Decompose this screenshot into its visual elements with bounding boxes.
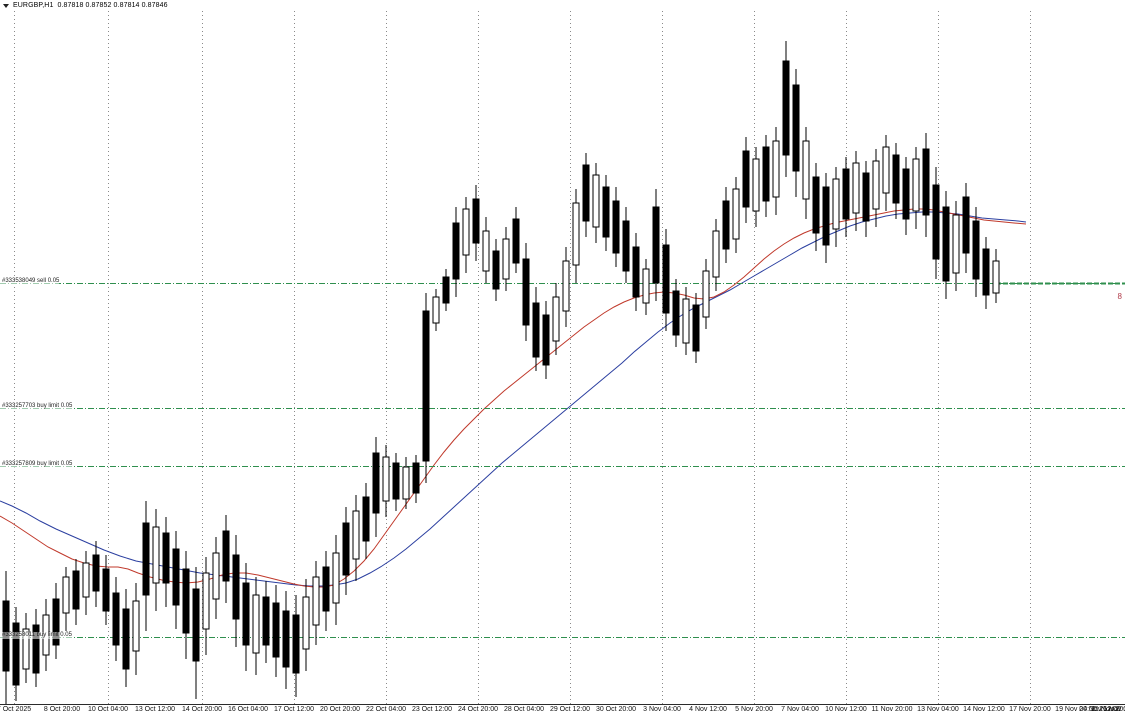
x-axis[interactable]: 7 Oct 2025 8 Oct 20:00 10 Oct 04:00 13 Oct … <box>0 705 1125 720</box>
symbol-period-label: EURGBP,H1 <box>13 2 54 9</box>
ohlc-values: 0.87818 0.87852 0.87814 0.87846 <box>57 2 168 9</box>
ma-fast-line <box>0 208 1027 588</box>
chevron-down-icon[interactable] <box>3 3 9 8</box>
x-axis-tick-label: 19 Nov 04:00 <box>1055 706 1097 713</box>
x-axis-tick-label: 23 Oct 12:00 <box>411 706 453 713</box>
axis-rule <box>0 704 1125 705</box>
chart-header: EURGBP,H1 0.87818 0.87852 0.87814 0.8784… <box>0 0 1125 11</box>
x-axis-tick-label: 25 Nov 04:00 <box>1099 706 1125 713</box>
order-label-buy-limit-2[interactable]: #333257809 buy limit 0.05 <box>0 461 73 468</box>
order-lines <box>0 283 1125 638</box>
x-axis-tick-label: 17 Nov 20:00 <box>1009 706 1051 713</box>
x-axis-tick-label: 8 Oct 20:00 <box>43 706 81 713</box>
x-axis-tick-label: 24 Oct 20:00 <box>457 706 499 713</box>
x-axis-tick-label: 14 Nov 12:00 <box>963 706 1005 713</box>
x-axis-tick-label: 3 Nov 04:00 <box>643 706 681 713</box>
x-axis-tick-label: 21 Nov 20:00 <box>1091 706 1125 713</box>
chart-canvas <box>0 11 1125 705</box>
x-axis-tick-label: 4 Nov 12:00 <box>689 706 727 713</box>
x-axis-tick-label: 20 Oct 20:00 <box>319 706 361 713</box>
x-axis-tick-label: 22 Oct 04:00 <box>365 706 407 713</box>
x-axis-tick-label: 7 Nov 04:00 <box>781 706 819 713</box>
x-axis-tick-label: 11 Nov 20:00 <box>871 706 913 713</box>
candlestick-series <box>2 41 1000 705</box>
x-axis-tick-label: 29 Oct 12:00 <box>549 706 591 713</box>
order-label-buy-limit-3[interactable]: #333258011 buy limit 0.05 <box>0 632 72 639</box>
vertical-gridlines <box>14 11 1031 705</box>
x-axis-tick-label: 10 Nov 12:00 <box>825 706 867 713</box>
x-axis-tick-label: 13 Nov 04:00 <box>917 706 959 713</box>
x-axis-tick-label: 10 Oct 04:00 <box>87 706 129 713</box>
current-price-tag: 8 <box>1117 292 1122 301</box>
x-axis-tick-label: 13 Oct 12:00 <box>134 706 176 713</box>
chart-plot-area[interactable] <box>0 11 1125 705</box>
x-axis-tick-label: 17 Oct 12:00 <box>273 706 315 713</box>
x-axis-tick-label: 16 Oct 04:00 <box>227 706 269 713</box>
x-axis-tick-label: 28 Oct 04:00 <box>503 706 545 713</box>
x-axis-tick-label: 20 Nov 12:00 <box>1079 706 1121 713</box>
x-axis-tick-label: 7 Oct 2025 <box>0 706 32 713</box>
x-axis-tick-label: 30 Oct 20:00 <box>595 706 637 713</box>
x-axis-tick-label: 14 Oct 20:00 <box>181 706 223 713</box>
order-label-sell[interactable]: #333538049 sell 0.05 <box>0 278 60 285</box>
x-axis-tick-label: 5 Nov 20:00 <box>735 706 773 713</box>
order-label-buy-limit-1[interactable]: #333257703 buy limit 0.05 <box>0 403 73 410</box>
